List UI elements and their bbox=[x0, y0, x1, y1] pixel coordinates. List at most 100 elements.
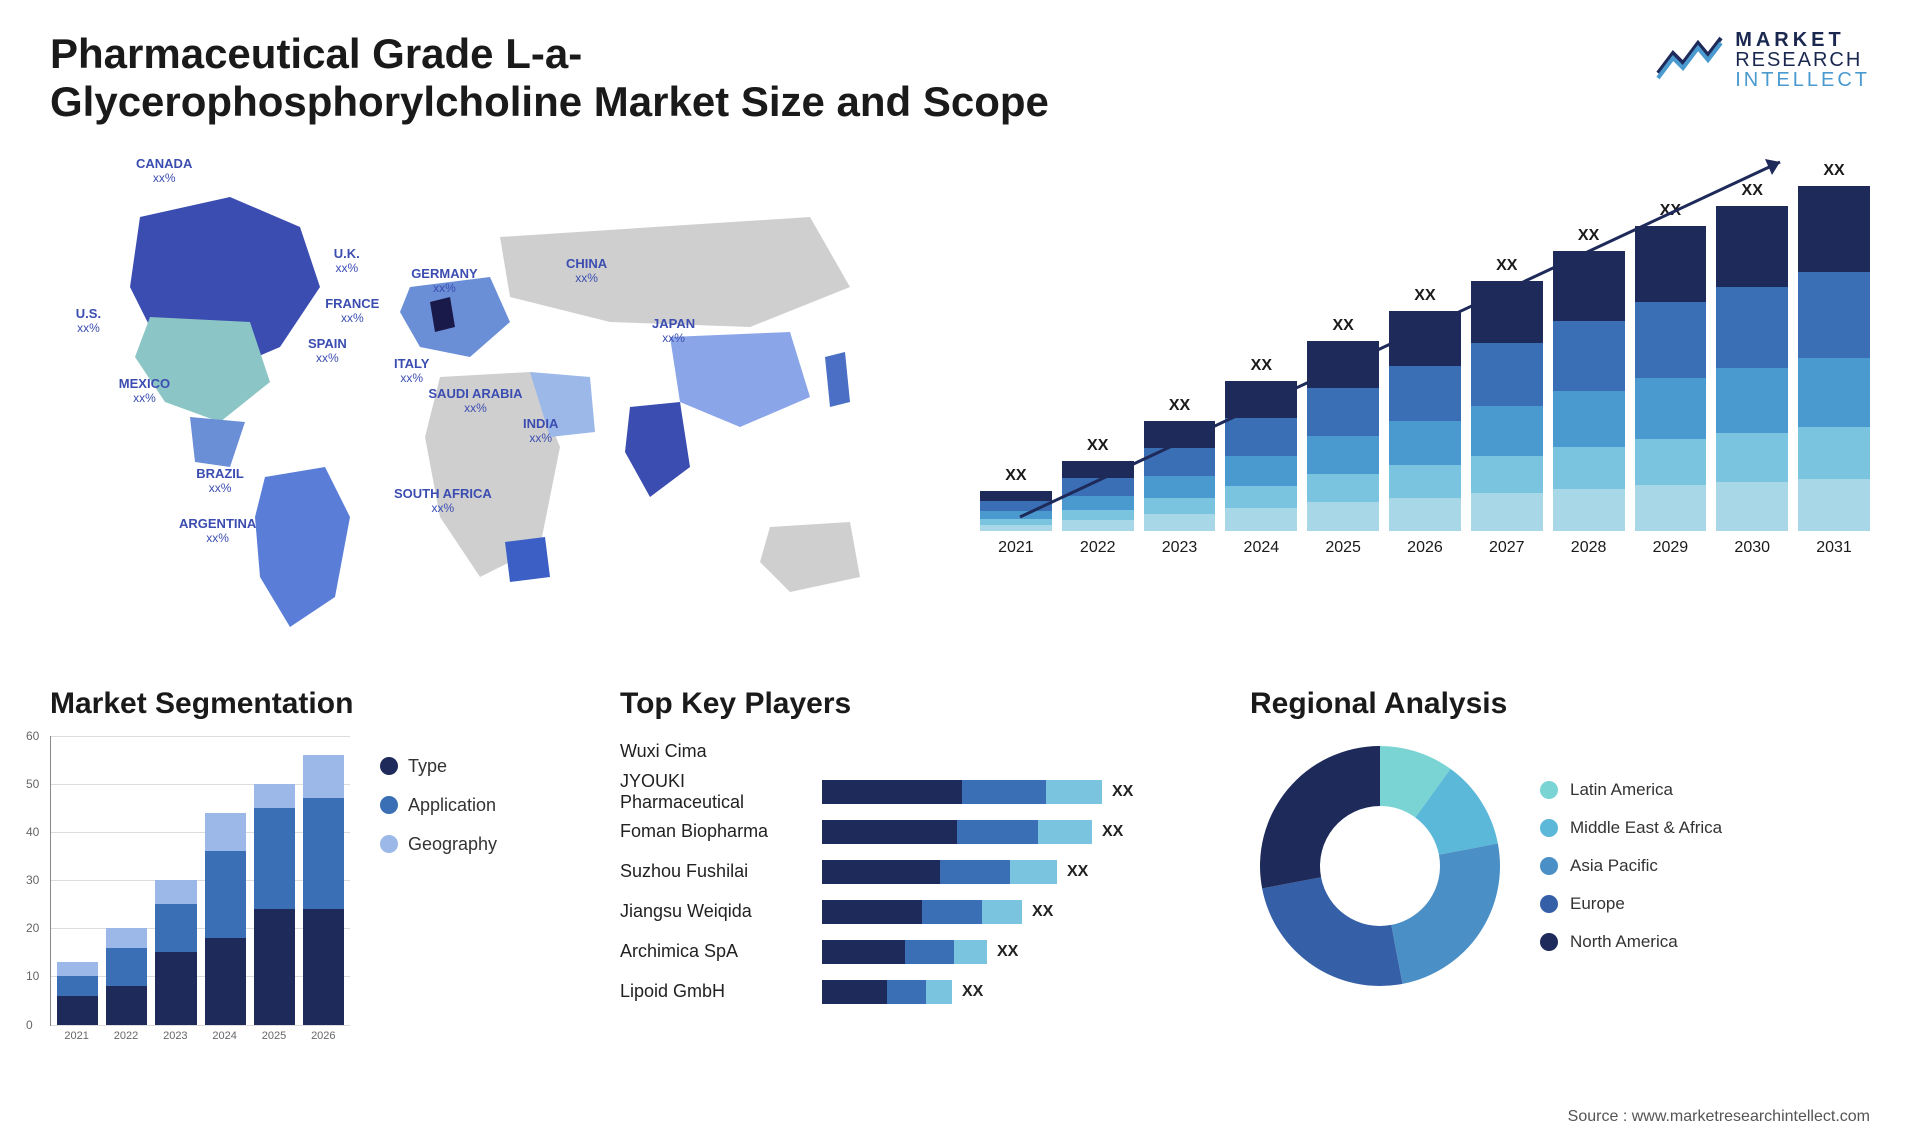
forecast-value-label: XX bbox=[1414, 287, 1435, 305]
map-label: GERMANYxx% bbox=[411, 267, 477, 296]
map-label: SPAINxx% bbox=[308, 337, 347, 366]
seg-ytick: 60 bbox=[26, 729, 39, 743]
seg-ytick: 30 bbox=[26, 873, 39, 887]
player-name: Foman Biopharma bbox=[620, 821, 810, 842]
forecast-value-label: XX bbox=[1823, 162, 1844, 180]
forecast-value-label: XX bbox=[1660, 202, 1681, 220]
seg-bar bbox=[57, 736, 98, 1025]
regional-donut bbox=[1250, 736, 1510, 996]
map-label: BRAZILxx% bbox=[196, 467, 244, 496]
seg-legend-item: Type bbox=[380, 756, 497, 777]
player-name: Wuxi Cima bbox=[620, 741, 810, 762]
donut-slice bbox=[1262, 877, 1402, 986]
map-label: FRANCExx% bbox=[325, 297, 379, 326]
forecast-bar: XX2023 bbox=[1144, 397, 1216, 557]
forecast-year-label: 2030 bbox=[1734, 539, 1770, 557]
source-text: Source : www.marketresearchintellect.com bbox=[1568, 1108, 1870, 1126]
forecast-bar: XX 2030 bbox=[1716, 182, 1788, 557]
forecast-year-label: 2026 bbox=[1407, 539, 1443, 557]
seg-ytick: 0 bbox=[26, 1018, 33, 1032]
players-title: Top Key Players bbox=[620, 687, 1200, 721]
forecast-bar: XX2024 bbox=[1225, 357, 1297, 557]
player-name: JYOUKI Pharmaceutical bbox=[620, 771, 810, 813]
segmentation-title: Market Segmentation bbox=[50, 687, 570, 721]
map-label: SOUTH AFRICAxx% bbox=[394, 487, 492, 516]
regional-legend-item: Latin America bbox=[1540, 780, 1722, 800]
player-name: Lipoid GmbH bbox=[620, 981, 810, 1002]
logo-text-2: RESEARCH bbox=[1735, 50, 1870, 70]
seg-ytick: 40 bbox=[26, 825, 39, 839]
logo-text-1: MARKET bbox=[1735, 30, 1870, 50]
forecast-year-label: 2024 bbox=[1244, 539, 1280, 557]
player-row: Suzhou Fushilai XX bbox=[620, 856, 1200, 888]
seg-xtick: 2021 bbox=[56, 1030, 97, 1042]
map-label: JAPANxx% bbox=[652, 317, 695, 346]
forecast-value-label: XX bbox=[1005, 467, 1026, 485]
seg-ytick: 10 bbox=[26, 969, 39, 983]
seg-bar bbox=[106, 736, 147, 1025]
brand-logo: MARKET RESEARCH INTELLECT bbox=[1653, 30, 1870, 90]
player-name: Jiangsu Weiqida bbox=[620, 901, 810, 922]
player-name: Suzhou Fushilai bbox=[620, 861, 810, 882]
player-value: XX bbox=[1032, 903, 1053, 921]
regional-legend: Latin AmericaMiddle East & AfricaAsia Pa… bbox=[1540, 780, 1722, 952]
regional-legend-item: North America bbox=[1540, 932, 1722, 952]
forecast-value-label: XX bbox=[1742, 182, 1763, 200]
forecast-chart: XX2021XX2022XX2023XX2024XX2025XX2026XX20… bbox=[950, 147, 1870, 647]
map-label: U.K.xx% bbox=[334, 247, 360, 276]
player-name: Archimica SpA bbox=[620, 941, 810, 962]
donut-slice bbox=[1391, 843, 1500, 983]
players-chart: Wuxi CimaJYOUKI PharmaceuticalXXFoman Bi… bbox=[620, 736, 1200, 1008]
forecast-value-label: XX bbox=[1332, 317, 1353, 335]
forecast-value-label: XX bbox=[1087, 437, 1108, 455]
player-value: XX bbox=[1102, 823, 1123, 841]
segmentation-chart: 0102030405060 bbox=[50, 736, 350, 1026]
forecast-year-label: 2022 bbox=[1080, 539, 1116, 557]
forecast-bar: XX2027 bbox=[1471, 257, 1543, 557]
player-value: XX bbox=[1112, 783, 1133, 801]
map-region bbox=[505, 537, 550, 582]
map-region bbox=[825, 352, 850, 407]
map-region bbox=[500, 217, 850, 327]
player-row: Lipoid GmbHXX bbox=[620, 976, 1200, 1008]
map-label: CANADAxx% bbox=[136, 157, 192, 186]
map-label: ARGENTINAxx% bbox=[179, 517, 256, 546]
map-region bbox=[190, 417, 245, 467]
forecast-year-label: 2031 bbox=[1816, 539, 1852, 557]
map-region bbox=[625, 402, 690, 497]
forecast-bar: XX 2026 bbox=[1389, 287, 1461, 557]
forecast-bar: XX 2022 bbox=[1062, 437, 1134, 557]
forecast-year-label: 2028 bbox=[1571, 539, 1607, 557]
map-region bbox=[255, 467, 350, 627]
player-row: Jiangsu Weiqida XX bbox=[620, 896, 1200, 928]
seg-legend-item: Geography bbox=[380, 834, 497, 855]
seg-xtick: 2026 bbox=[303, 1030, 344, 1042]
forecast-year-label: 2021 bbox=[998, 539, 1034, 557]
seg-bar bbox=[205, 736, 246, 1025]
player-row: Archimica SpA XX bbox=[620, 936, 1200, 968]
donut-slice bbox=[1260, 746, 1380, 888]
segmentation-legend: TypeApplicationGeography bbox=[380, 736, 497, 1042]
player-value: XX bbox=[1067, 863, 1088, 881]
map-label: U.S.xx% bbox=[76, 307, 101, 336]
regional-title: Regional Analysis bbox=[1250, 687, 1870, 721]
regional-legend-item: Europe bbox=[1540, 894, 1722, 914]
forecast-bar: XX2025 bbox=[1307, 317, 1379, 557]
regional-legend-item: Asia Pacific bbox=[1540, 856, 1722, 876]
seg-bar bbox=[155, 736, 196, 1025]
forecast-value-label: XX bbox=[1578, 227, 1599, 245]
map-region bbox=[670, 332, 810, 427]
forecast-bar: XX 2021 bbox=[980, 467, 1052, 557]
map-region bbox=[135, 317, 270, 422]
forecast-value-label: XX bbox=[1169, 397, 1190, 415]
seg-xtick: 2025 bbox=[253, 1030, 294, 1042]
logo-text-3: INTELLECT bbox=[1735, 70, 1870, 90]
player-row: Foman Biopharma XX bbox=[620, 816, 1200, 848]
forecast-year-label: 2029 bbox=[1653, 539, 1689, 557]
page-title: Pharmaceutical Grade L-a-Glycerophosphor… bbox=[50, 30, 1050, 127]
forecast-bar: XX 2029 bbox=[1635, 202, 1707, 557]
map-region bbox=[760, 522, 860, 592]
seg-ytick: 50 bbox=[26, 777, 39, 791]
forecast-value-label: XX bbox=[1496, 257, 1517, 275]
player-value: XX bbox=[997, 943, 1018, 961]
